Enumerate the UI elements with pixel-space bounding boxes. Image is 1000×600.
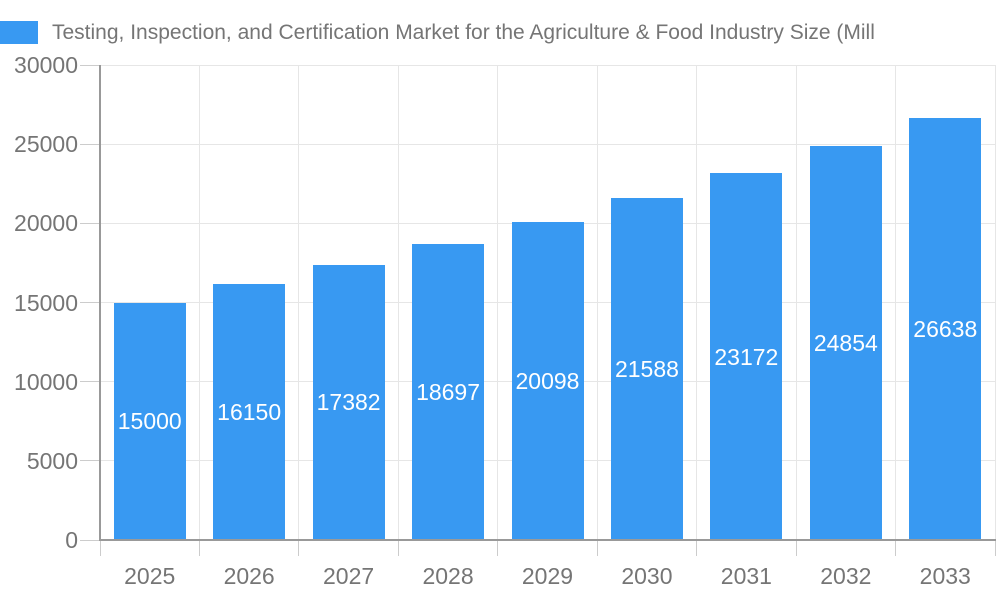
y-axis-tick xyxy=(80,460,100,462)
y-axis-tick-label: 0 xyxy=(65,527,78,553)
x-axis-tick xyxy=(994,540,996,556)
y-axis-tick xyxy=(80,381,100,383)
gridline-horizontal xyxy=(100,143,995,145)
gridline-vertical xyxy=(795,65,797,540)
bar-2029[interactable] xyxy=(511,221,584,540)
y-axis-tick-label: 30000 xyxy=(14,52,78,78)
x-axis-tick xyxy=(497,540,499,556)
y-axis-tick-label: 25000 xyxy=(14,131,78,158)
x-axis-tick xyxy=(298,540,300,556)
bar-value-label-2032: 24854 xyxy=(813,330,878,357)
x-axis-tick-label-2027: 2027 xyxy=(323,563,375,589)
x-axis-tick-label-2029: 2029 xyxy=(521,563,574,589)
x-axis-tick xyxy=(696,540,698,556)
bar-2030[interactable] xyxy=(610,198,683,540)
gridline-vertical xyxy=(397,65,399,540)
gridline-vertical xyxy=(994,65,996,540)
bar-value-label-2031: 23172 xyxy=(714,343,779,370)
y-axis-tick xyxy=(80,64,100,66)
y-axis-tick-label: 5000 xyxy=(26,447,78,474)
x-axis-tick xyxy=(596,540,598,556)
bar-value-label-2026: 16150 xyxy=(217,399,282,426)
gridline-vertical xyxy=(298,65,300,540)
gridline-vertical xyxy=(696,65,698,540)
x-axis-tick-label-2028: 2028 xyxy=(422,563,474,589)
y-axis-tick xyxy=(80,539,100,541)
legend-swatch xyxy=(0,21,38,44)
y-axis-tick-label: 20000 xyxy=(14,210,78,237)
bar-value-label-2033: 26638 xyxy=(913,316,978,343)
bar-2032[interactable] xyxy=(809,146,882,540)
bar-value-label-2030: 21588 xyxy=(614,356,679,383)
y-axis-tick xyxy=(80,143,100,145)
x-axis-tick xyxy=(198,540,200,556)
bar-2027[interactable] xyxy=(312,264,385,540)
bar-value-label-2028: 18697 xyxy=(416,378,481,405)
chart-title: Testing, Inspection, and Certification M… xyxy=(52,21,875,44)
bar-2025[interactable] xyxy=(113,302,186,540)
x-axis-line xyxy=(99,539,996,541)
bar-value-label-2025: 15000 xyxy=(117,408,182,435)
bar-value-label-2029: 20098 xyxy=(515,367,580,394)
bar-2028[interactable] xyxy=(412,243,485,540)
x-axis-tick-label-2031: 2031 xyxy=(720,563,772,589)
gridline-vertical xyxy=(198,65,200,540)
x-axis-tick-label-2030: 2030 xyxy=(621,563,673,589)
gridline-horizontal xyxy=(100,64,995,66)
bar-2033[interactable] xyxy=(909,118,982,540)
bar-value-label-2027: 17382 xyxy=(316,389,381,416)
x-axis-tick-label-2032: 2032 xyxy=(820,563,872,589)
bar-2031[interactable] xyxy=(710,173,783,540)
gridline-vertical xyxy=(497,65,499,540)
x-axis-tick xyxy=(99,540,101,556)
y-axis-tick-label: 15000 xyxy=(14,289,78,316)
gridline-vertical xyxy=(895,65,897,540)
y-axis-tick xyxy=(80,222,100,224)
gridline-vertical xyxy=(596,65,598,540)
x-axis-tick xyxy=(895,540,897,556)
x-axis-tick-label-2025: 2025 xyxy=(124,563,176,589)
y-axis-tick xyxy=(80,302,100,303)
x-axis-tick-label-2026: 2026 xyxy=(223,563,275,589)
x-axis-tick-label-2033: 2033 xyxy=(919,563,971,589)
y-axis-tick-label: 10000 xyxy=(14,368,78,395)
x-axis-tick xyxy=(397,540,399,556)
x-axis-tick xyxy=(795,540,797,556)
y-axis-line xyxy=(99,65,101,540)
bar-2026[interactable] xyxy=(213,284,286,540)
